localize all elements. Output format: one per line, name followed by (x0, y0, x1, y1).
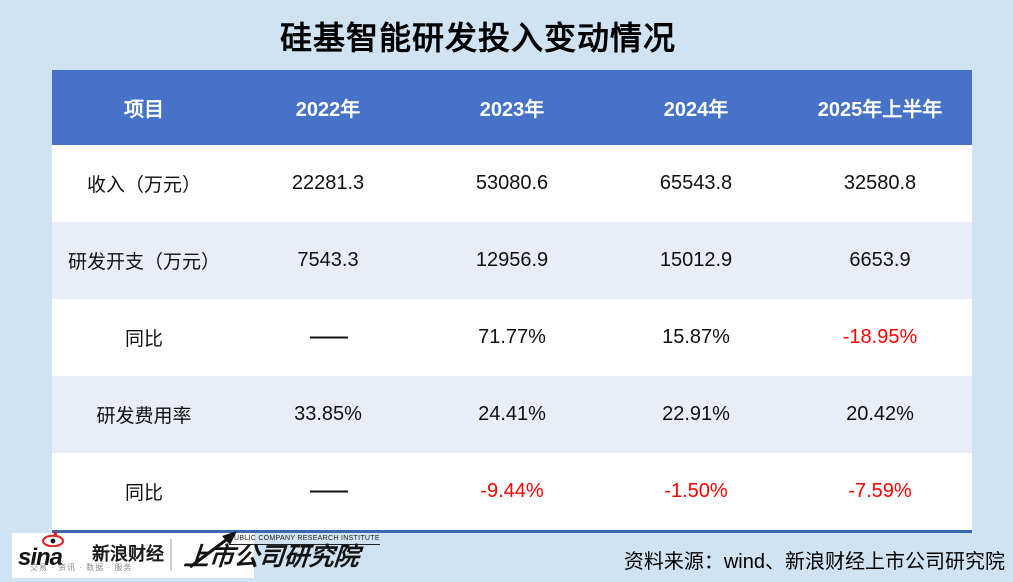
table-cell: 15012.9 (659, 249, 733, 271)
table-row-rd-expense-ratio: 研发费用率 33.85% 24.41% 22.91% 20.42% (52, 376, 972, 453)
institute-en-label: PUBLIC COMPANY RESEARCH INSTITUTE (229, 535, 380, 545)
chart-title: 硅基智能研发投入变动情况 (279, 20, 676, 56)
table-cell-negative: -7.59% (848, 480, 912, 502)
table-cell-negative: -1.50% (664, 480, 728, 502)
table-cell: 12956.9 (475, 249, 549, 271)
table-cell-negative: -18.95% (842, 326, 918, 348)
table-cell: 24.41% (478, 403, 546, 425)
table-row-rd-spend: 研发开支（万元） 7543.3 12956.9 15012.9 6653.9 (52, 222, 972, 299)
table-row-ratio-yoy: 同比 —— -9.44% -1.50% -7.59% (52, 453, 972, 530)
table-cell: —— (310, 326, 348, 348)
row-label: 研发开支（万元） (67, 252, 220, 273)
source-note: 资料来源：wind、新浪财经上市公司研究院 (623, 551, 1005, 573)
table-cell: 22281.3 (291, 172, 365, 194)
sina-tagline: 交易 · 资讯 · 数据 · 服务 (30, 563, 133, 572)
column-header-2025h1: 2025年上半年 (817, 99, 943, 121)
table-row-revenue: 收入（万元） 22281.3 53080.6 65543.8 32580.8 (52, 145, 972, 222)
row-label: 研发费用率 (96, 406, 192, 427)
table-cell: 7543.3 (297, 249, 359, 271)
institute-name: 上市公司研究院 (182, 543, 361, 571)
table-cell: —— (310, 480, 348, 502)
table-header-row: 项目 2022年 2023年 2024年 2025年上半年 (52, 70, 972, 145)
column-header-2022: 2022年 (295, 99, 361, 121)
rd-investment-table: 项目 2022年 2023年 2024年 2025年上半年 收入（万元） 222… (52, 70, 972, 533)
table-cell: 53080.6 (475, 172, 549, 194)
sina-finance-label: 新浪财经 (92, 544, 164, 564)
row-label: 同比 (124, 483, 163, 504)
sina-eye-icon (40, 530, 70, 552)
institute-arrow-icon (186, 528, 242, 575)
row-label: 收入（万元） (86, 175, 201, 196)
table-row-rd-spend-yoy: 同比 —— 71.77% 15.87% -18.95% (52, 299, 972, 376)
table-cell: 15.87% (662, 326, 730, 348)
sina-logo-wordmark: sina (18, 544, 63, 571)
row-label: 同比 (124, 329, 163, 350)
logo-divider (170, 539, 172, 571)
column-header-2023: 2023年 (479, 99, 545, 121)
table-cell: 6653.9 (849, 249, 911, 271)
table-cell: 71.77% (478, 326, 546, 348)
table-cell: 65543.8 (659, 172, 733, 194)
column-header-item: 项目 (124, 99, 164, 121)
table-cell-negative: -9.44% (480, 480, 544, 502)
table-cell: 33.85% (294, 403, 362, 425)
table-cell: 20.42% (846, 403, 914, 425)
column-header-2024: 2024年 (663, 99, 729, 121)
table-cell: 22.91% (662, 403, 730, 425)
table-cell: 32580.8 (843, 172, 917, 194)
